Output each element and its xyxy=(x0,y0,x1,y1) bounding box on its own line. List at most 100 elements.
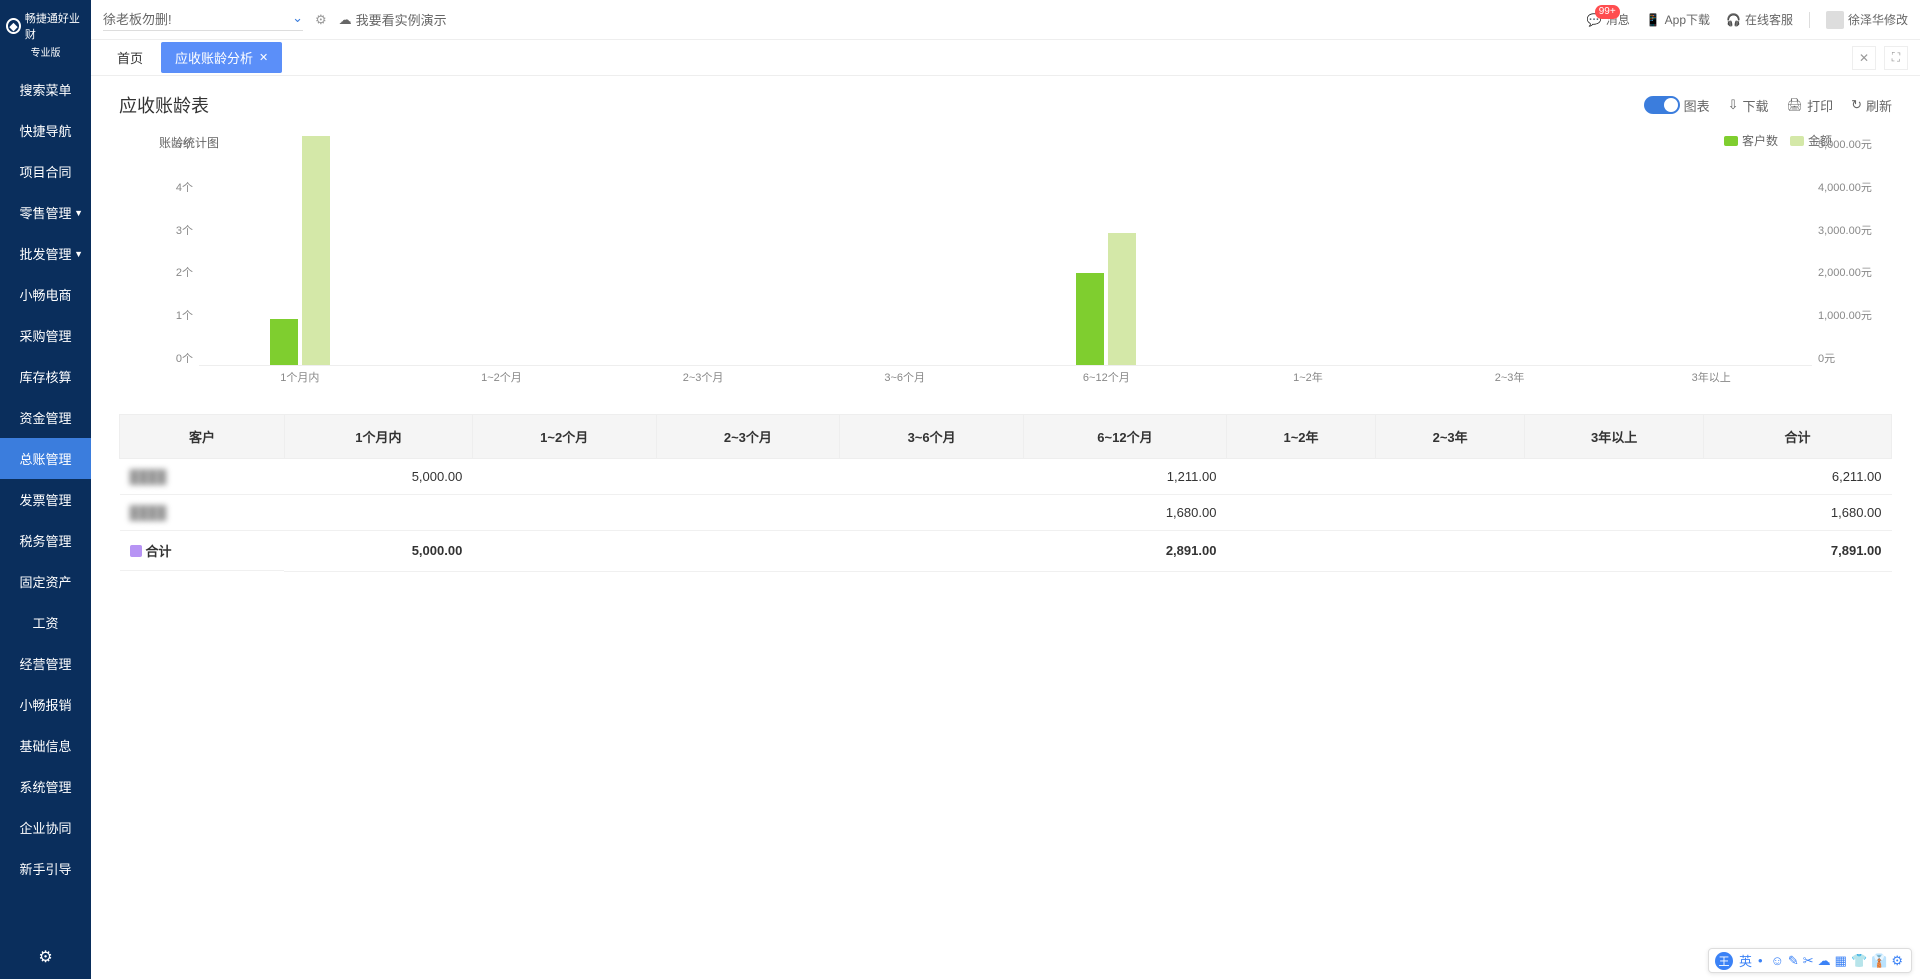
ime-icon[interactable]: ⚙ xyxy=(1891,953,1903,968)
chevron-down-icon: ▼ xyxy=(74,208,83,218)
user-menu[interactable]: 徐泽华修改 xyxy=(1826,11,1908,29)
x-axis-label: 2~3个月 xyxy=(683,369,724,385)
brand-edition: 专业版 xyxy=(31,44,61,59)
x-axis-label: 1个月内 xyxy=(280,369,319,385)
refresh-icon: ↻ xyxy=(1851,97,1862,113)
page-title: 应收账龄表 xyxy=(119,92,209,118)
table-body: ████5,000.001,211.006,211.00████1,680.00… xyxy=(120,459,1892,572)
table-header-row: 客户1个月内1~2个月2~3个月3~6个月6~12个月1~2年2~3年3年以上合… xyxy=(120,415,1892,459)
sidebar-item-17[interactable]: 系统管理 xyxy=(0,766,91,807)
topbar: 徐老板勿删! ⌄ ⚙ ☁ 我要看实例演示 99+ 💬 消息 📱 App下载 xyxy=(91,0,1920,40)
sidebar-item-1[interactable]: 快捷导航 xyxy=(0,110,91,151)
avatar-icon xyxy=(1826,11,1844,29)
demo-link[interactable]: ☁ 我要看实例演示 xyxy=(339,10,447,29)
customer-cell: ████ xyxy=(120,495,285,531)
ime-icon[interactable]: ☺ xyxy=(1771,953,1784,968)
x-axis-label: 2~3年 xyxy=(1495,369,1525,385)
x-axis-label: 3~6个月 xyxy=(884,369,925,385)
ime-icon[interactable]: ✎ xyxy=(1788,953,1799,968)
chart-category: 2~3个月 xyxy=(602,136,804,365)
y-axis-right: 5,000.00元4,000.00元3,000.00元2,000.00元1,00… xyxy=(1812,136,1892,366)
sidebar-item-14[interactable]: 经营管理 xyxy=(0,643,91,684)
ime-icon[interactable]: ✂ xyxy=(1803,953,1814,968)
bar-customers xyxy=(1076,273,1104,365)
sidebar-item-2[interactable]: 项目合同 xyxy=(0,151,91,192)
refresh-button[interactable]: ↻ 刷新 xyxy=(1851,96,1892,115)
download-button[interactable]: ⇩ 下载 xyxy=(1728,96,1769,115)
table-header: 3~6个月 xyxy=(840,415,1024,459)
bar-amount xyxy=(1108,233,1136,365)
x-axis-label: 6~12个月 xyxy=(1083,369,1130,385)
sidebar-item-8[interactable]: 资金管理 xyxy=(0,397,91,438)
messages-button[interactable]: 99+ 💬 消息 xyxy=(1587,11,1630,28)
sidebar-item-13[interactable]: 工资 xyxy=(0,602,91,643)
aging-table: 客户1个月内1~2个月2~3个月3~6个月6~12个月1~2年2~3年3年以上合… xyxy=(119,414,1892,572)
y-axis-left: 5个4个3个2个1个0个 xyxy=(159,136,199,366)
chart-category: 3~6个月 xyxy=(804,136,1006,365)
cloud-icon: ☁ xyxy=(339,12,352,28)
table-header: 2~3个月 xyxy=(656,415,840,459)
chevron-down-icon: ▼ xyxy=(74,249,83,259)
download-icon: ⇩ xyxy=(1728,97,1739,113)
logo: ◆ 畅捷通好业财 专业版 xyxy=(0,0,91,69)
ime-icon[interactable]: ▦ xyxy=(1835,953,1847,968)
table-header: 1个月内 xyxy=(284,415,472,459)
ime-lang[interactable]: 英 xyxy=(1739,951,1752,970)
customer-cell: ████ xyxy=(120,459,285,495)
chart-category: 3年以上 xyxy=(1610,136,1812,365)
x-axis-label: 3年以上 xyxy=(1692,369,1731,385)
headset-icon: 🎧 xyxy=(1726,13,1741,27)
table-header: 2~3年 xyxy=(1376,415,1525,459)
tab-aging-analysis[interactable]: 应收账龄分析 ✕ xyxy=(161,42,282,73)
sidebar-item-19[interactable]: 新手引导 xyxy=(0,848,91,889)
sidebar-item-15[interactable]: 小畅报销 xyxy=(0,684,91,725)
sidebar-item-18[interactable]: 企业协同 xyxy=(0,807,91,848)
nav-list: 搜索菜单快捷导航项目合同零售管理▼批发管理▼小畅电商采购管理库存核算资金管理总账… xyxy=(0,69,91,935)
sidebar-item-4[interactable]: 批发管理▼ xyxy=(0,233,91,274)
close-all-button[interactable]: ✕ xyxy=(1852,46,1876,70)
sidebar-item-12[interactable]: 固定资产 xyxy=(0,561,91,602)
table-total-row: 合计5,000.002,891.007,891.00 xyxy=(120,531,1892,572)
sidebar-item-0[interactable]: 搜索菜单 xyxy=(0,69,91,110)
settings-icon[interactable]: ⚙ xyxy=(0,935,91,979)
fullscreen-button[interactable]: ⛶ xyxy=(1884,46,1908,70)
sidebar-item-9[interactable]: 总账管理 xyxy=(0,438,91,479)
print-icon: 🖨 xyxy=(1787,97,1804,113)
app-download-button[interactable]: 📱 App下载 xyxy=(1646,11,1710,28)
chart-toggle[interactable]: 图表 xyxy=(1644,96,1710,115)
close-icon[interactable]: ✕ xyxy=(259,51,268,64)
bar-amount xyxy=(302,136,330,365)
chart-category: 6~12个月 xyxy=(1006,136,1208,365)
sidebar-item-7[interactable]: 库存核算 xyxy=(0,356,91,397)
sidebar-item-3[interactable]: 零售管理▼ xyxy=(0,192,91,233)
ime-icon[interactable]: ☁ xyxy=(1818,953,1831,968)
bar-customers xyxy=(270,319,298,365)
ime-icon[interactable]: 👔 xyxy=(1871,953,1887,968)
sidebar-item-6[interactable]: 采购管理 xyxy=(0,315,91,356)
table-header: 1~2个月 xyxy=(472,415,656,459)
table-header: 1~2年 xyxy=(1226,415,1375,459)
sum-icon xyxy=(130,545,142,557)
table-row: ████1,680.001,680.00 xyxy=(120,495,1892,531)
ime-dot: • xyxy=(1758,953,1763,968)
account-dropdown[interactable]: 徐老板勿删! ⌄ xyxy=(103,9,303,31)
tabbar: 首页 应收账龄分析 ✕ ✕ ⛶ xyxy=(91,40,1920,76)
tab-home[interactable]: 首页 xyxy=(103,42,157,73)
sidebar-item-16[interactable]: 基础信息 xyxy=(0,725,91,766)
chart-plot: 1个月内1~2个月2~3个月3~6个月6~12个月1~2年2~3年3年以上 xyxy=(199,136,1812,366)
table-header: 6~12个月 xyxy=(1023,415,1226,459)
sidebar-item-5[interactable]: 小畅电商 xyxy=(0,274,91,315)
support-button[interactable]: 🎧 在线客服 xyxy=(1726,11,1793,28)
table-header: 合计 xyxy=(1704,415,1892,459)
print-button[interactable]: 🖨 打印 xyxy=(1787,96,1834,115)
account-name: 徐老板勿删! xyxy=(103,9,172,28)
ime-badge[interactable]: 王 xyxy=(1715,952,1733,970)
sidebar-item-11[interactable]: 税务管理 xyxy=(0,520,91,561)
toggle-switch[interactable] xyxy=(1644,96,1680,114)
gear-icon[interactable]: ⚙ xyxy=(315,12,327,28)
table-row: ████5,000.001,211.006,211.00 xyxy=(120,459,1892,495)
sidebar-item-10[interactable]: 发票管理 xyxy=(0,479,91,520)
table-header: 3年以上 xyxy=(1525,415,1704,459)
ime-icon[interactable]: 👕 xyxy=(1851,953,1867,968)
sidebar: ◆ 畅捷通好业财 专业版 搜索菜单快捷导航项目合同零售管理▼批发管理▼小畅电商采… xyxy=(0,0,91,979)
